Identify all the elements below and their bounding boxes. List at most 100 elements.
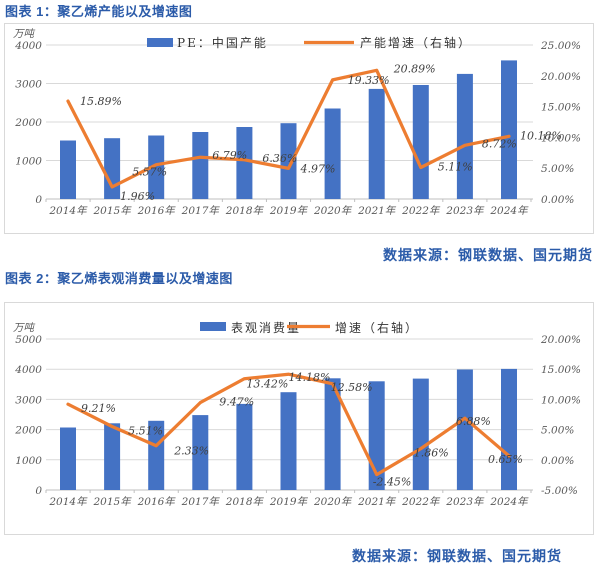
data-label: 9.47% (219, 396, 254, 409)
bar-2024年 (501, 60, 517, 200)
bar-2016年 (148, 420, 165, 490)
data-label: 15.89% (80, 95, 122, 108)
x-axis-label: 2021年 (357, 496, 397, 508)
data-label: 0.65% (488, 453, 523, 466)
legend-bar-swatch-icon (200, 322, 226, 331)
right-axis-tick-label: 5.00% (541, 425, 574, 437)
data-label: 6.88% (456, 415, 491, 428)
data-label: 6.79% (212, 149, 247, 162)
bar-2016年 (148, 135, 165, 199)
data-label: 1.96% (120, 190, 155, 203)
legend-line-label: 增速（右轴） (335, 320, 419, 335)
x-axis-label: 2022年 (401, 205, 441, 217)
bar-2021年 (368, 88, 385, 199)
x-axis-label: 2024年 (489, 496, 529, 508)
bar-2015年 (104, 138, 121, 199)
data-label: 14.18% (289, 371, 331, 384)
bar-2018年 (236, 403, 253, 490)
x-axis-label: 2017年 (181, 496, 221, 508)
bar-2015年 (104, 423, 121, 490)
bar-2017年 (192, 415, 209, 490)
left-axis-tick-label: 0 (35, 485, 42, 497)
data-label: 4.97% (300, 162, 336, 175)
left-axis-tick-label: 0 (35, 194, 42, 206)
left-axis-tick-label: 5000 (15, 334, 42, 346)
bar-2023年 (456, 369, 473, 490)
x-axis-label: 2023年 (445, 205, 485, 217)
consumption-growth-chart: 5000 4000 3000 2000 1000 0 万吨 2014年 2015年 2016年 20… (13, 320, 581, 508)
bar-2014年 (60, 140, 76, 199)
capacity-growth-chart: 4000 3000 2000 1000 0 万吨 2014年 2015年 2016年 2017年 2… (13, 28, 581, 217)
legend-line-label: 产能增速（右轴） (360, 35, 472, 50)
right-axis-tick-label: 10.00% (541, 394, 581, 406)
left-axis-tick-label: 4000 (14, 40, 42, 52)
right-axis-tick-label: 25.00% (540, 40, 581, 52)
x-axis-label: 2023年 (445, 496, 485, 508)
legend-bar-label: 表观消费量 (231, 321, 301, 335)
bar-2017年 (192, 132, 209, 199)
figure1-chart-frame: 4000 3000 2000 1000 0 万吨 2014年 2015年 2016年 2017年 2… (4, 23, 594, 234)
x-axis-label: 2020年 (313, 496, 353, 508)
x-axis-label: 2019年 (269, 205, 309, 217)
bar-2023年 (456, 73, 473, 199)
data-label: 8.72% (482, 137, 517, 150)
figure1-source: 数据来源：钢联数据、国元期货 (383, 247, 593, 263)
x-axis-label: 2020年 (313, 205, 353, 217)
growth-rate-line (66, 372, 511, 477)
data-label: 20.89% (393, 62, 436, 75)
left-axis-tick-label: 1000 (15, 455, 42, 467)
data-label: 1.86% (414, 447, 449, 460)
data-label: 10.18% (520, 129, 562, 142)
right-axis-tick-label: 0.00% (541, 455, 574, 467)
left-axis-unit-label: 万吨 (13, 28, 35, 40)
data-label: 5.51% (128, 425, 163, 438)
x-axis-label: 2018年 (225, 205, 265, 217)
right-axis-tick-label: 5.00% (541, 163, 574, 175)
data-label: 19.33% (348, 74, 390, 87)
data-label: 6.36% (262, 152, 297, 165)
x-axis-label: 2017年 (181, 205, 221, 217)
left-axis-tick-label: 2000 (14, 425, 42, 437)
left-axis-tick-label: 4000 (14, 364, 42, 376)
x-axis-label: 2021年 (357, 205, 397, 217)
right-axis-tick-label: 20.00% (540, 71, 581, 83)
data-label: 2.33% (173, 445, 209, 458)
bar-2018年 (236, 127, 253, 199)
bar-2024年 (501, 368, 517, 490)
bar-2020年 (324, 108, 341, 199)
growth-rate-line (66, 68, 511, 189)
x-axis-label: 2018年 (225, 496, 265, 508)
data-label: 5.11% (438, 161, 473, 174)
right-axis-tick-label: 20.00% (540, 334, 581, 346)
report-page: 图表 1：聚乙烯产能以及增速图 4000 3000 2000 1000 0 万吨 2014年… (0, 4, 609, 564)
right-axis-tick-label: 15.00% (541, 364, 581, 376)
figure1-title: 图表 1：聚乙烯产能以及增速图 (5, 4, 193, 19)
left-axis-tick-label: 1000 (15, 156, 42, 168)
x-axis-label: 2024年 (489, 205, 529, 217)
bar-2019年 (280, 392, 297, 490)
x-axis-label: 2014年 (48, 496, 88, 508)
left-axis-unit-label: 万吨 (13, 322, 35, 334)
right-axis-tick-label: 0.00% (541, 194, 574, 206)
figure2-source: 数据来源：钢联数据、国元期货 (352, 548, 562, 564)
data-label: 12.58% (331, 381, 373, 394)
legend-bar-label: PE：中国产能 (177, 35, 268, 50)
bar-2020年 (324, 378, 341, 490)
data-label: 9.21% (81, 402, 116, 415)
data-label: 5.57% (132, 166, 167, 179)
x-axis-label: 2022年 (401, 496, 441, 508)
x-axis-label: 2016年 (137, 496, 177, 508)
left-axis-tick-label: 3000 (15, 394, 42, 406)
x-axis-label: 2015年 (92, 205, 132, 217)
data-label: 13.42% (246, 378, 288, 391)
right-axis-tick-label: 10.00% (541, 132, 581, 144)
data-label: -2.45% (373, 476, 412, 489)
bar-2022年 (412, 85, 429, 199)
bar-2014年 (60, 427, 76, 490)
figure2-chart-frame: 5000 4000 3000 2000 1000 0 万吨 2014年 2015年 2016年 20… (4, 302, 594, 535)
legend-bar-swatch-icon (147, 38, 173, 47)
figure2-title: 图表 2：聚乙烯表观消费量以及增速图 (5, 271, 233, 286)
left-axis-tick-label: 2000 (14, 117, 42, 129)
right-axis-tick-label: -5.00% (541, 485, 578, 497)
left-axis-tick-label: 3000 (15, 79, 42, 91)
